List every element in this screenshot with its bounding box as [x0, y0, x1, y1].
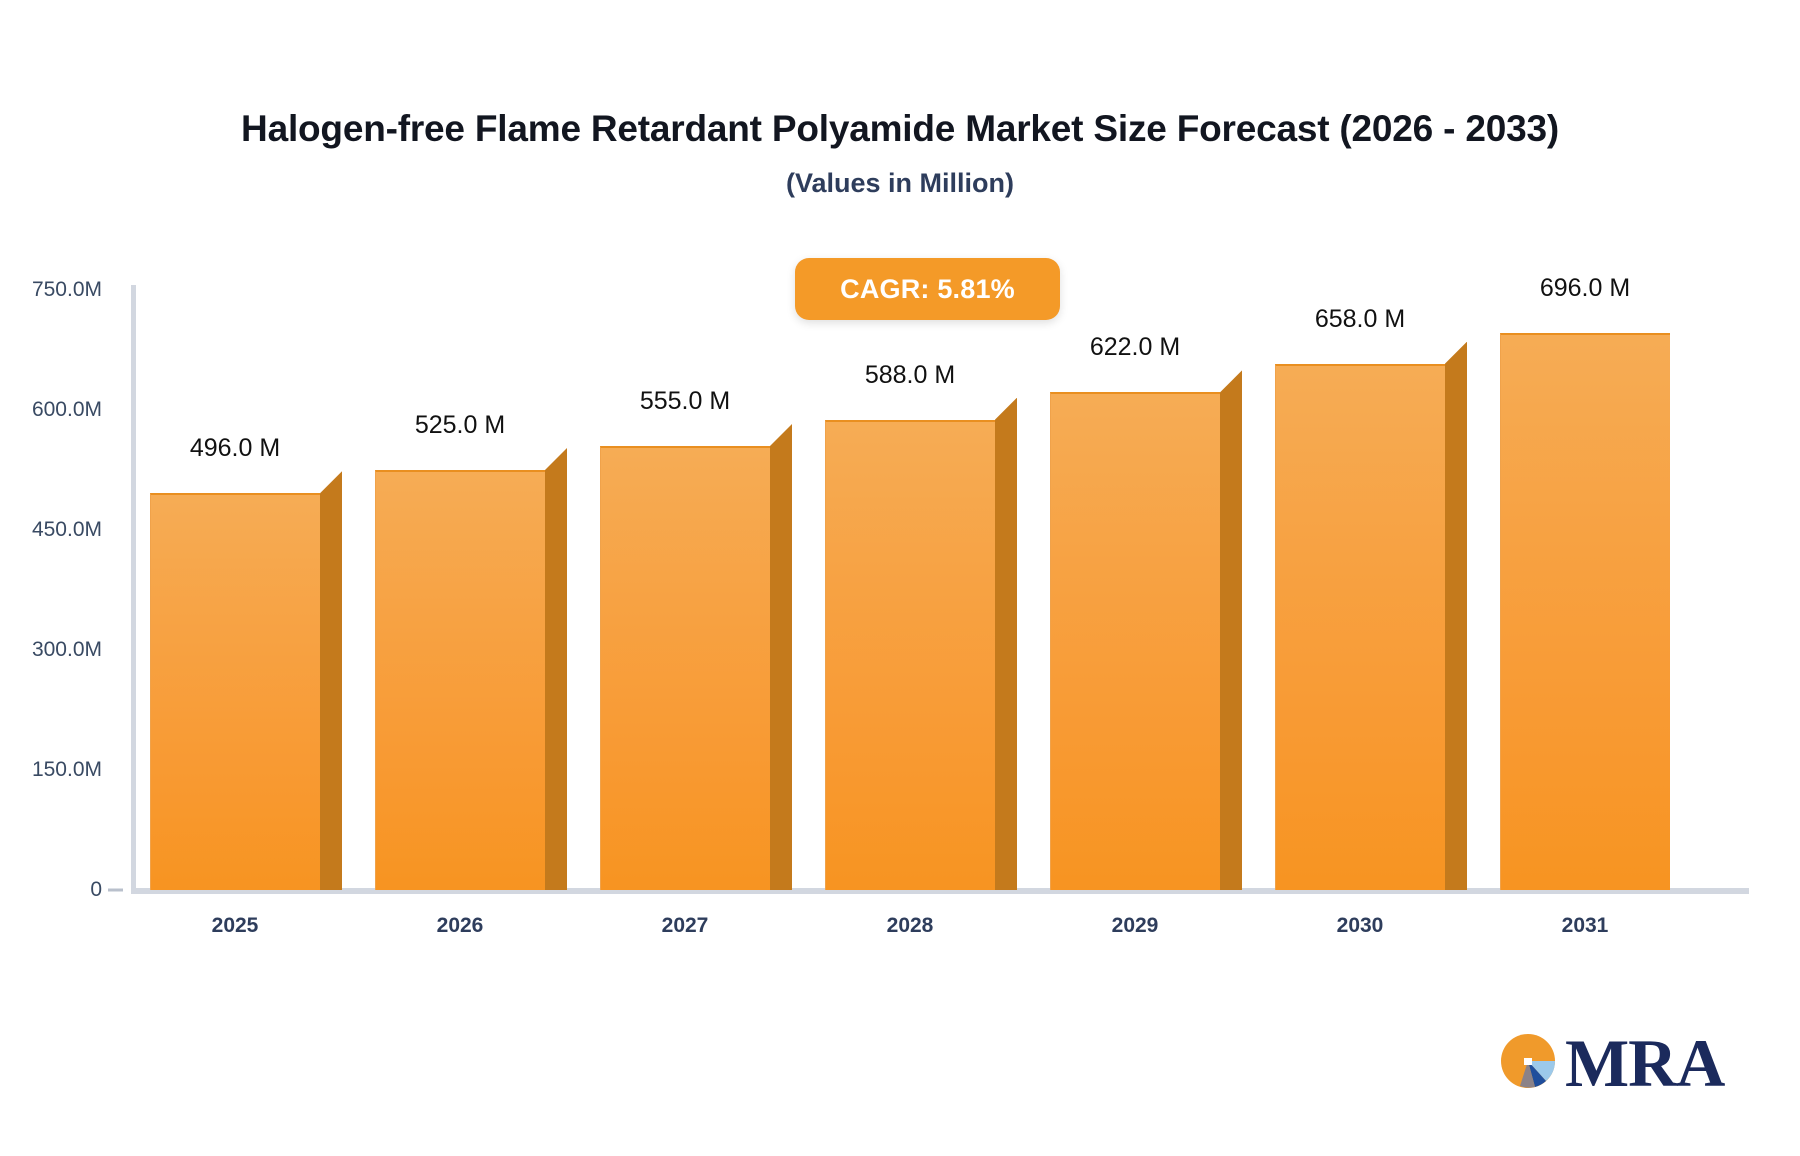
bar-front-face	[825, 419, 995, 890]
bar[interactable]: 555.0 M	[600, 374, 792, 890]
bar-front-face	[600, 446, 770, 890]
logo-text: MRA	[1565, 1025, 1725, 1102]
pie-chart-icon	[1497, 1030, 1559, 1097]
y-axis-tick-label: 600.0M	[31, 398, 102, 421]
y-axis-tick-label: 450.0M	[31, 518, 102, 541]
bar-value-label: 622.0 M	[1089, 333, 1181, 362]
x-axis-line	[131, 888, 1749, 894]
y-axis-tick-label: 300.0M	[31, 638, 102, 661]
bar-side-face	[995, 397, 1017, 890]
cagr-badge: CAGR: 5.81%	[795, 258, 1060, 320]
bar-side-face	[770, 424, 792, 890]
bar-front-face	[1050, 392, 1220, 890]
bar[interactable]: 658.0 M	[1275, 292, 1467, 890]
bar-value-label: 588.0 M	[864, 360, 956, 389]
bar-side-face	[545, 448, 567, 890]
mra-logo: MRA	[1497, 1025, 1725, 1102]
chart-subtitle: (Values in Million)	[785, 168, 1015, 198]
cagr-badge-label: CAGR: 5.81%	[840, 273, 1015, 304]
y-axis-tick-mark	[108, 888, 123, 892]
bar-front-face	[1500, 333, 1670, 890]
bar[interactable]: 588.0 M	[825, 348, 1017, 890]
bar-value-label: 496.0 M	[189, 434, 281, 463]
bar-side-face	[320, 471, 342, 890]
y-axis-tick-label: 0	[90, 878, 102, 901]
bar-front-face	[375, 470, 545, 890]
bar-front-face	[150, 493, 320, 890]
bar-value-label: 696.0 M	[1539, 274, 1631, 303]
bar-value-label: 555.0 M	[639, 387, 731, 415]
bar-side-face	[1445, 341, 1467, 890]
y-axis-tick-label: 750.0M	[31, 278, 102, 301]
x-axis-tick-label: 2031	[1561, 914, 1609, 937]
bar-side-face	[1220, 370, 1242, 890]
bar[interactable]: 525.0 M	[375, 398, 567, 890]
bar[interactable]: 496.0 M	[150, 421, 342, 890]
bar-front-face	[1275, 363, 1445, 890]
x-axis-tick-label: 2029	[1111, 914, 1159, 937]
chart-title: Halogen-free Flame Retardant Polyamide M…	[241, 108, 1559, 149]
y-axis-tick-label: 150.0M	[31, 758, 102, 781]
x-axis-tick-label: 2026	[436, 914, 484, 937]
x-axis-tick-label: 2025	[211, 914, 259, 937]
bar-value-label: 658.0 M	[1314, 304, 1406, 333]
x-axis-tick-label: 2030	[1336, 914, 1384, 937]
x-axis-tick-label: 2027	[661, 914, 709, 937]
bar[interactable]: 696.0 M	[1500, 261, 1670, 890]
bar-value-label: 525.0 M	[414, 411, 506, 439]
y-axis-line	[131, 285, 136, 892]
x-axis-tick-label: 2028	[886, 914, 934, 937]
bar[interactable]: 622.0 M	[1050, 320, 1242, 890]
